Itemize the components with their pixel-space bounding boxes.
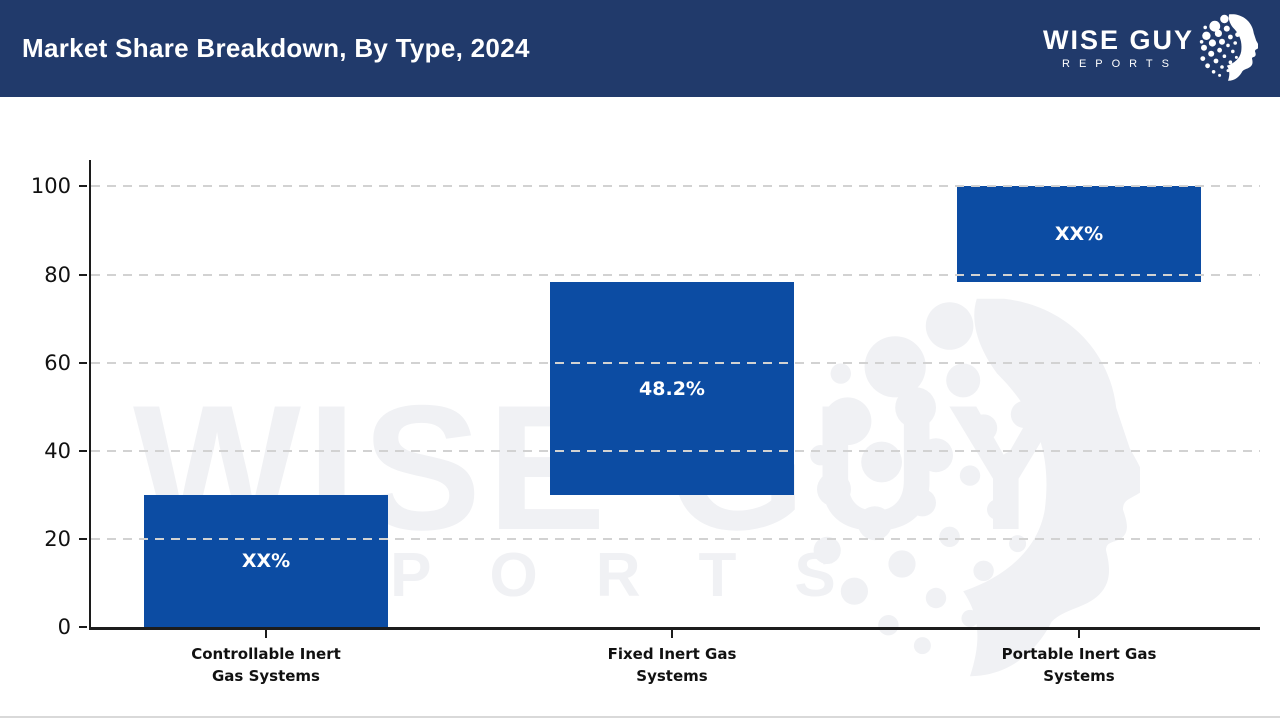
y-gridline [91, 537, 1260, 540]
y-gridline [91, 449, 1260, 452]
bar-value-label: 48.2% [639, 377, 705, 400]
y-axis-tick [79, 273, 87, 276]
y-axis-tick [79, 449, 87, 452]
y-axis-tick-label: 100 [30, 174, 71, 199]
bar-segment-1: 48.2% [550, 282, 794, 495]
y-axis-tick-label: 80 [44, 262, 71, 287]
y-axis-tick-label: 60 [44, 350, 71, 375]
x-axis-tick [671, 630, 673, 638]
header-banner: Market Share Breakdown, By Type, 2024 WI… [0, 0, 1280, 97]
logo-wordmark: WISE GUY REPORTS [1042, 25, 1194, 71]
bar-value-label: XX% [1054, 223, 1104, 246]
page-title: Market Share Breakdown, By Type, 2024 [22, 33, 530, 63]
chart-area: WISE GUY REPORTS XX%48.2%XX%020406080100… [0, 97, 1280, 718]
x-axis-tick [265, 630, 267, 638]
brand-logo: WISE GUY REPORTS [1043, 11, 1258, 87]
y-axis-tick [79, 361, 87, 364]
y-gridline [91, 273, 1260, 276]
bar-value-label: XX% [241, 549, 291, 572]
y-axis-tick [79, 185, 87, 188]
logo-wordmark-main: WISE GUY [1042, 25, 1194, 55]
logo-wordmark-sub: REPORTS [1062, 58, 1178, 70]
x-axis-tick [1078, 630, 1080, 638]
x-axis-category-label: Portable Inert Gas Systems [1001, 645, 1157, 685]
y-axis-tick-label: 40 [44, 438, 71, 463]
y-axis-tick-label: 20 [44, 526, 71, 551]
y-gridline [91, 185, 1260, 188]
x-axis-category-label: Fixed Inert Gas Systems [607, 645, 737, 685]
x-axis-category-label: Controllable Inert Gas Systems [191, 645, 341, 685]
bar-segment-0: XX% [144, 494, 388, 627]
dotted-head-logo-icon [1198, 11, 1258, 87]
y-axis-tick [79, 537, 87, 540]
bar-segment-2: XX% [957, 186, 1201, 283]
bar-chart-plot: XX% 48.2% XX% 0 20 40 60 80 100 Controllable Iner… [31, 160, 1260, 685]
y-axis-tick [79, 626, 87, 628]
y-axis-tick-label: 0 [57, 615, 71, 639]
y-gridline [91, 361, 1260, 364]
